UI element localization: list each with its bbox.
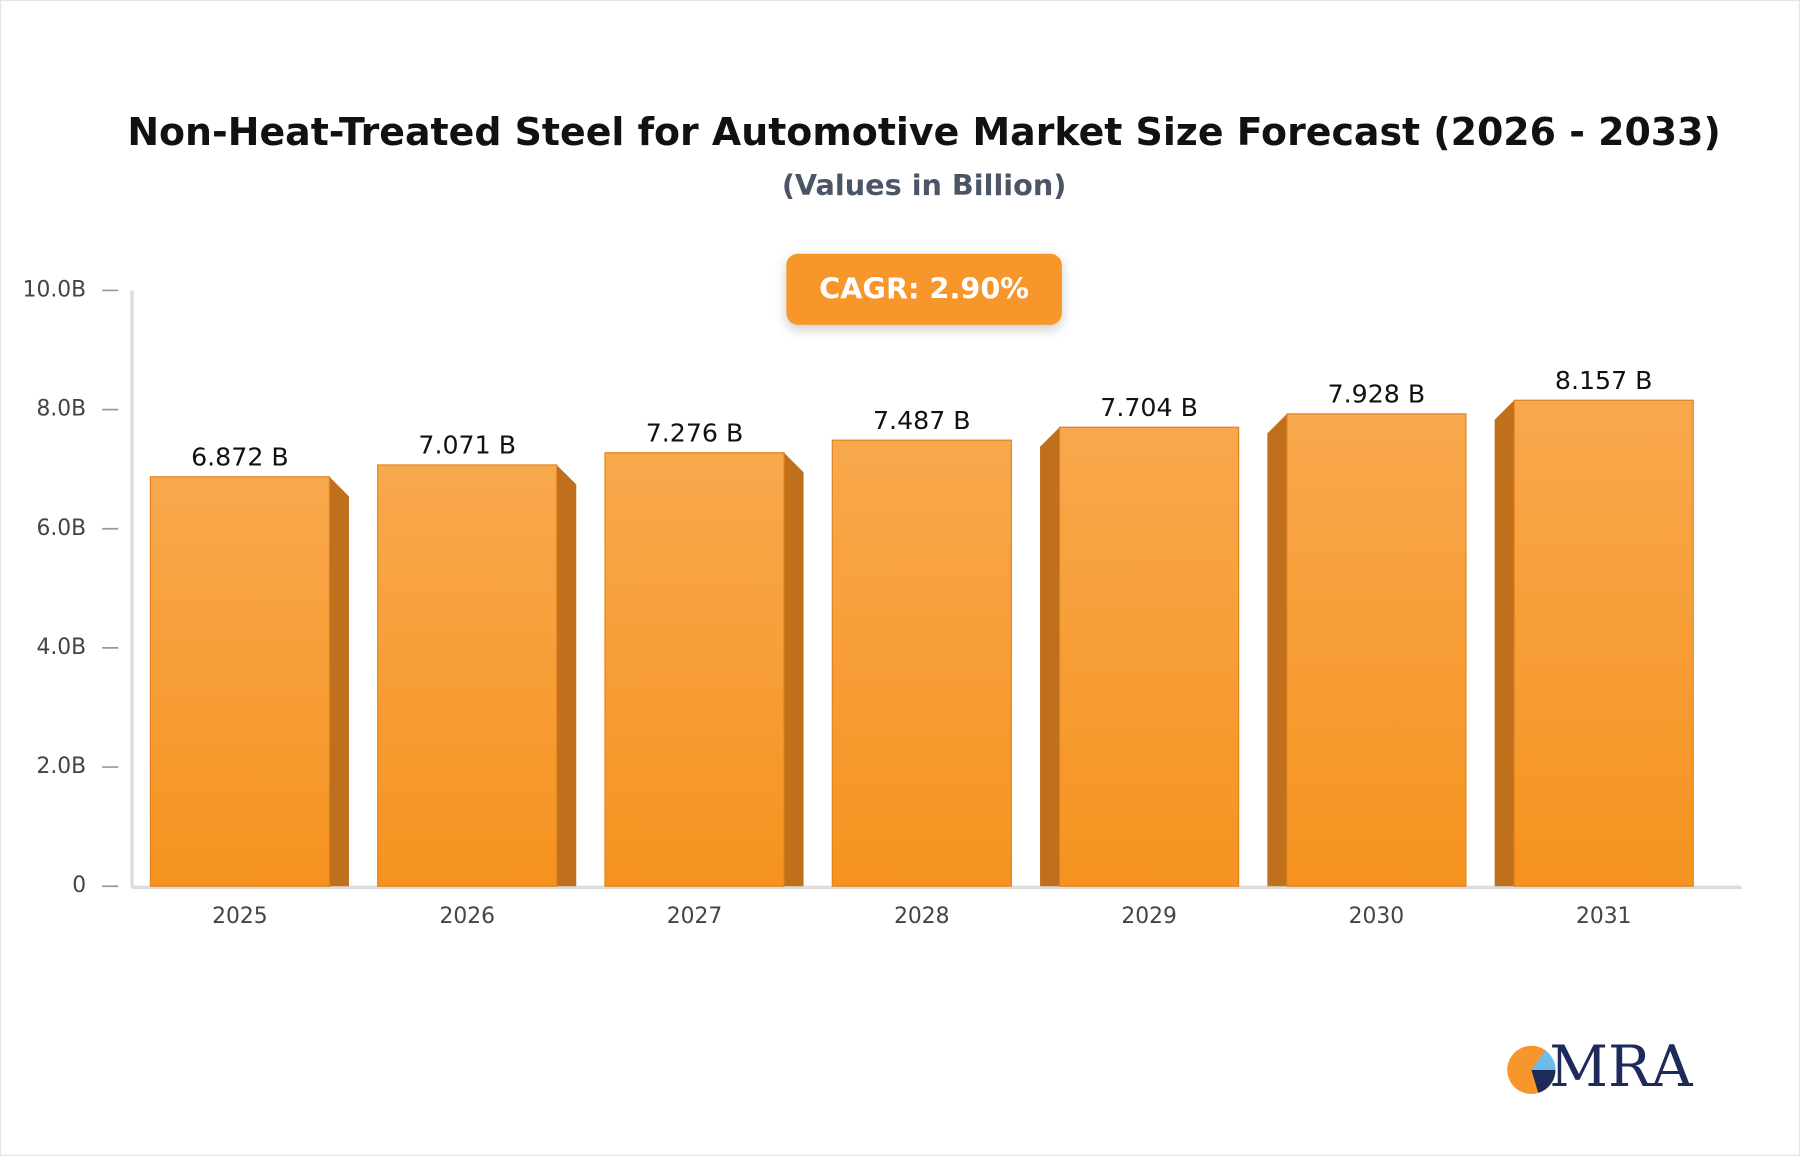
bar (149, 476, 331, 887)
bar (1058, 426, 1240, 887)
logo-icon-slice (1531, 1050, 1556, 1070)
bar-side (1267, 413, 1287, 887)
logo-text: MRA (1549, 1033, 1693, 1100)
bar (604, 452, 785, 887)
y-tick-label: 8.0B (36, 397, 86, 422)
value-label: 8.157 B (1555, 366, 1653, 395)
value-label: 7.071 B (418, 431, 516, 460)
bar (1513, 399, 1694, 887)
y-tick-label: 6.0B (36, 516, 86, 541)
bar-side (556, 464, 577, 887)
logo-icon-slice (1531, 1069, 1556, 1093)
bar-side (329, 476, 349, 887)
x-tick-label: 2029 (1121, 904, 1176, 929)
x-tick-label: 2030 (1349, 904, 1404, 929)
value-label: 7.704 B (1100, 393, 1198, 422)
x-tick-label: 2027 (667, 904, 722, 929)
x-tick-label: 2026 (439, 904, 494, 929)
logo: MRA (1507, 1033, 1693, 1100)
x-tick-label: 2028 (894, 904, 949, 929)
value-label: 7.276 B (646, 418, 744, 447)
y-tick-label: 10.0B (23, 277, 87, 302)
chart-subtitle: (Values in Billion) (782, 168, 1067, 202)
bar-side (1494, 400, 1515, 887)
bar (377, 464, 558, 887)
chart-title: Non-Heat-Treated Steel for Automotive Ma… (127, 110, 1720, 154)
cagr-badge (786, 253, 1062, 325)
bar (831, 439, 1012, 887)
value-label: 7.928 B (1328, 380, 1426, 409)
bar (1286, 413, 1467, 887)
y-tick-label: 4.0B (36, 635, 86, 660)
value-label: 6.872 B (191, 442, 289, 471)
y-tick-label: 0 (72, 873, 86, 898)
bar-side (1040, 427, 1060, 887)
y-tick-label: 2.0B (36, 754, 86, 779)
x-tick-label: 2025 (212, 904, 267, 929)
value-label: 7.487 B (873, 406, 971, 435)
cagr-label: CAGR: 2.90% (819, 271, 1029, 305)
bar-side (784, 452, 804, 887)
x-tick-label: 2031 (1576, 904, 1631, 929)
